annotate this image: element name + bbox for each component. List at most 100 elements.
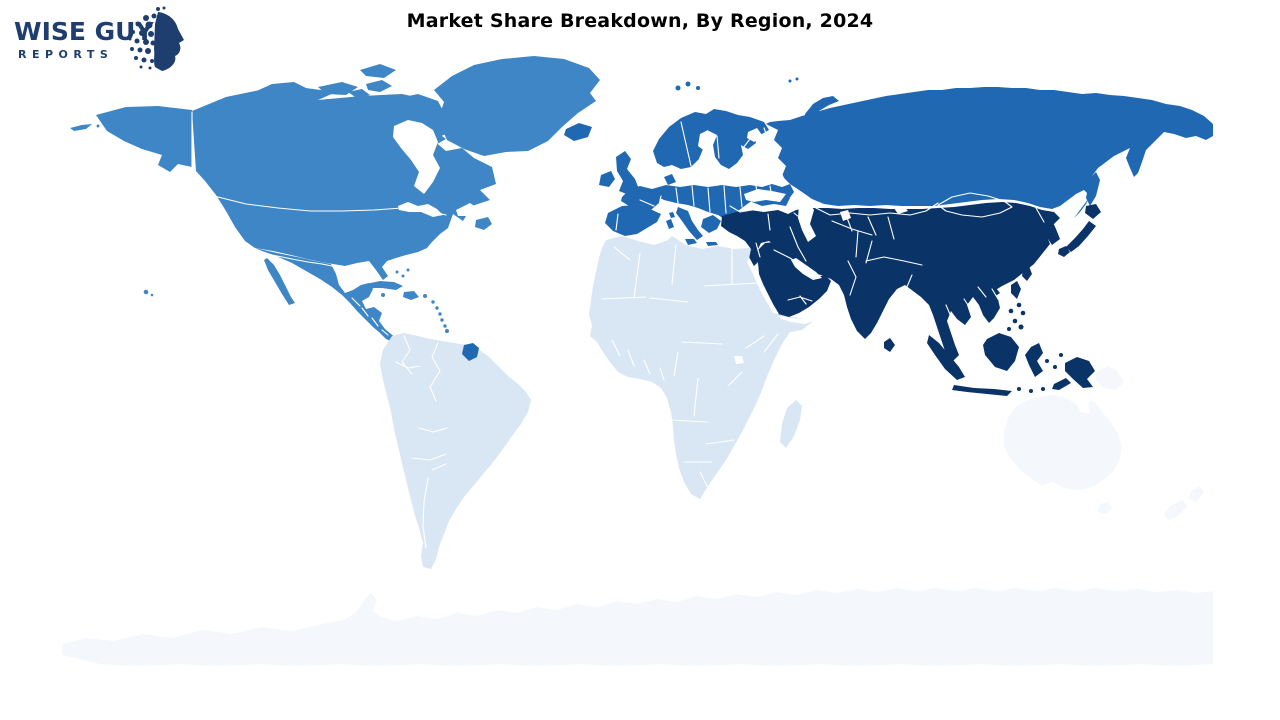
russia-mainland: [766, 87, 1213, 218]
korea: [1042, 220, 1060, 245]
tasmania: [1098, 502, 1112, 514]
papua-new-guinea: [1096, 366, 1124, 390]
denmark: [664, 174, 676, 185]
lake-balkhash: [894, 206, 908, 214]
region-africa: [589, 236, 812, 499]
ireland: [599, 171, 615, 187]
corsica: [669, 212, 675, 218]
svalbard: [675, 81, 700, 91]
iberia: [605, 205, 661, 236]
country-borders-europe: [615, 121, 787, 231]
puerto-rico: [423, 294, 427, 298]
philippines-islands: [1007, 302, 1026, 331]
japan-honshu: [1066, 221, 1096, 252]
lesser-sunda-islands: [1017, 387, 1045, 393]
maluku-islands: [1045, 353, 1063, 369]
baltic-sea: [698, 149, 716, 181]
cyprus: [744, 236, 753, 242]
country-borders: [191, 111, 1045, 549]
region-mexico-central-america: [255, 248, 396, 342]
logo-canvas: WISE GUY REPORTS: [14, 6, 184, 71]
gulf-of-bothnia: [698, 130, 712, 152]
region-asia-middle-east: [721, 202, 1101, 396]
franz-josef-land: [788, 77, 799, 83]
caspian-sea: [798, 200, 816, 242]
aleutian-dot: [96, 124, 100, 128]
crete: [706, 242, 718, 246]
french-guiana: [462, 343, 479, 361]
region-greenland: [434, 56, 600, 156]
profile-head-dots-icon: [128, 6, 184, 71]
aleutian-islands: [70, 124, 92, 131]
gulf-of-aden: [779, 316, 813, 324]
page-title: Market Share Breakdown, By Region, 2024: [406, 10, 874, 32]
antarctica: [62, 588, 1213, 666]
taiwan: [1022, 266, 1032, 281]
australia: [1004, 395, 1122, 490]
gulf-st-lawrence: [456, 203, 477, 216]
lake-victoria: [734, 356, 744, 364]
asia-mainland: [721, 202, 1060, 361]
borneo: [983, 333, 1019, 371]
region-europe-russia: [462, 77, 1213, 361]
jamaica: [381, 293, 385, 297]
sardinia: [666, 219, 674, 229]
region-oceania: [1004, 366, 1204, 520]
arctic-island: [366, 80, 392, 92]
hispaniola: [403, 291, 419, 300]
sulawesi: [1025, 343, 1043, 377]
logo-subtitle: REPORTS: [18, 48, 113, 61]
cuba: [366, 281, 403, 290]
philippines-luzon: [1011, 281, 1021, 299]
arabian-peninsula: [757, 242, 831, 317]
south-america-mainland: [380, 333, 531, 569]
country-borders-africa: [601, 244, 779, 489]
region-alaska: [96, 106, 192, 172]
region-north-america: [70, 56, 600, 342]
iceland: [564, 123, 592, 141]
aleutian-dot: [102, 122, 106, 126]
victoria-island: [300, 99, 343, 116]
novaya-zemlya: [805, 96, 839, 122]
gulf-of-carpentaria: [1076, 400, 1090, 414]
bahamas-dot: [406, 268, 410, 272]
black-sea: [744, 189, 786, 202]
sakhalin: [1086, 172, 1100, 206]
hawaii: [143, 289, 149, 295]
greece: [701, 215, 721, 233]
timor: [1052, 378, 1071, 390]
country-borders-north-america: [191, 111, 447, 336]
bahamas-dot: [401, 274, 405, 278]
arctic-island: [318, 82, 358, 95]
hudson-bay: [393, 120, 440, 194]
country-borders-south-america: [395, 335, 448, 549]
country-borders-asia: [755, 192, 1045, 320]
baja-california: [264, 258, 295, 305]
italy: [676, 207, 703, 240]
region-south-america: [380, 333, 531, 569]
region-canada-usa: [192, 87, 496, 280]
ellesmere-island: [360, 64, 396, 78]
java: [952, 385, 1012, 396]
newfoundland: [475, 217, 492, 230]
new-zealand-north: [1188, 486, 1204, 502]
great-britain: [616, 151, 639, 195]
africa-mainland: [589, 236, 812, 499]
bahamas-dot: [395, 270, 399, 274]
lesser-antilles: [431, 300, 449, 333]
japan-kyushu: [1058, 246, 1070, 257]
devon-island: [348, 89, 370, 99]
madagascar: [780, 400, 802, 448]
red-sea: [747, 257, 779, 314]
japan-hokkaido: [1085, 204, 1101, 219]
wise-guy-reports-logo: WISE GUY REPORTS: [12, 6, 202, 76]
sri-lanka: [884, 338, 895, 352]
arctic-island: [252, 82, 308, 97]
sicily: [685, 239, 697, 245]
france: [621, 186, 661, 210]
new-zealand-south: [1164, 500, 1188, 520]
west-papua: [1065, 357, 1095, 388]
region-antarctica: [62, 588, 1213, 666]
